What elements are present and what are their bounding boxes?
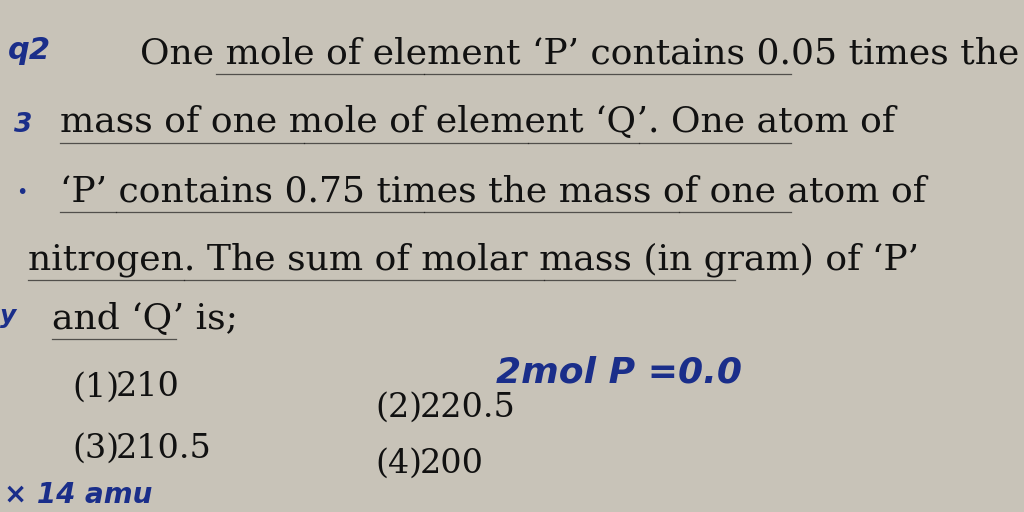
Text: q2: q2 <box>8 36 51 66</box>
Text: 210.5: 210.5 <box>116 433 212 465</box>
Text: mass of one mole of element ‘Q’. One atom of: mass of one mole of element ‘Q’. One ato… <box>60 105 895 139</box>
Text: 210: 210 <box>116 372 180 403</box>
Text: 220.5: 220.5 <box>420 392 515 424</box>
Text: 3: 3 <box>14 112 33 138</box>
Text: nitrogen. The sum of molar mass (in gram) of ‘P’: nitrogen. The sum of molar mass (in gram… <box>28 243 919 278</box>
Text: (3): (3) <box>72 433 119 465</box>
Text: (4): (4) <box>376 448 423 480</box>
Text: y: y <box>0 304 16 328</box>
Text: and ‘Q’ is;: and ‘Q’ is; <box>52 302 238 336</box>
Text: (1): (1) <box>72 372 119 403</box>
Text: × 14 amu: × 14 amu <box>4 481 153 508</box>
Text: 200: 200 <box>420 448 483 480</box>
Text: 2mol P =0.0: 2mol P =0.0 <box>496 355 741 389</box>
Text: •: • <box>16 183 28 202</box>
Text: ‘P’ contains 0.75 times the mass of one atom of: ‘P’ contains 0.75 times the mass of one … <box>60 174 926 208</box>
Text: (2): (2) <box>376 392 423 424</box>
Text: One mole of element ‘P’ contains 0.05 times the: One mole of element ‘P’ contains 0.05 ti… <box>140 36 1019 71</box>
